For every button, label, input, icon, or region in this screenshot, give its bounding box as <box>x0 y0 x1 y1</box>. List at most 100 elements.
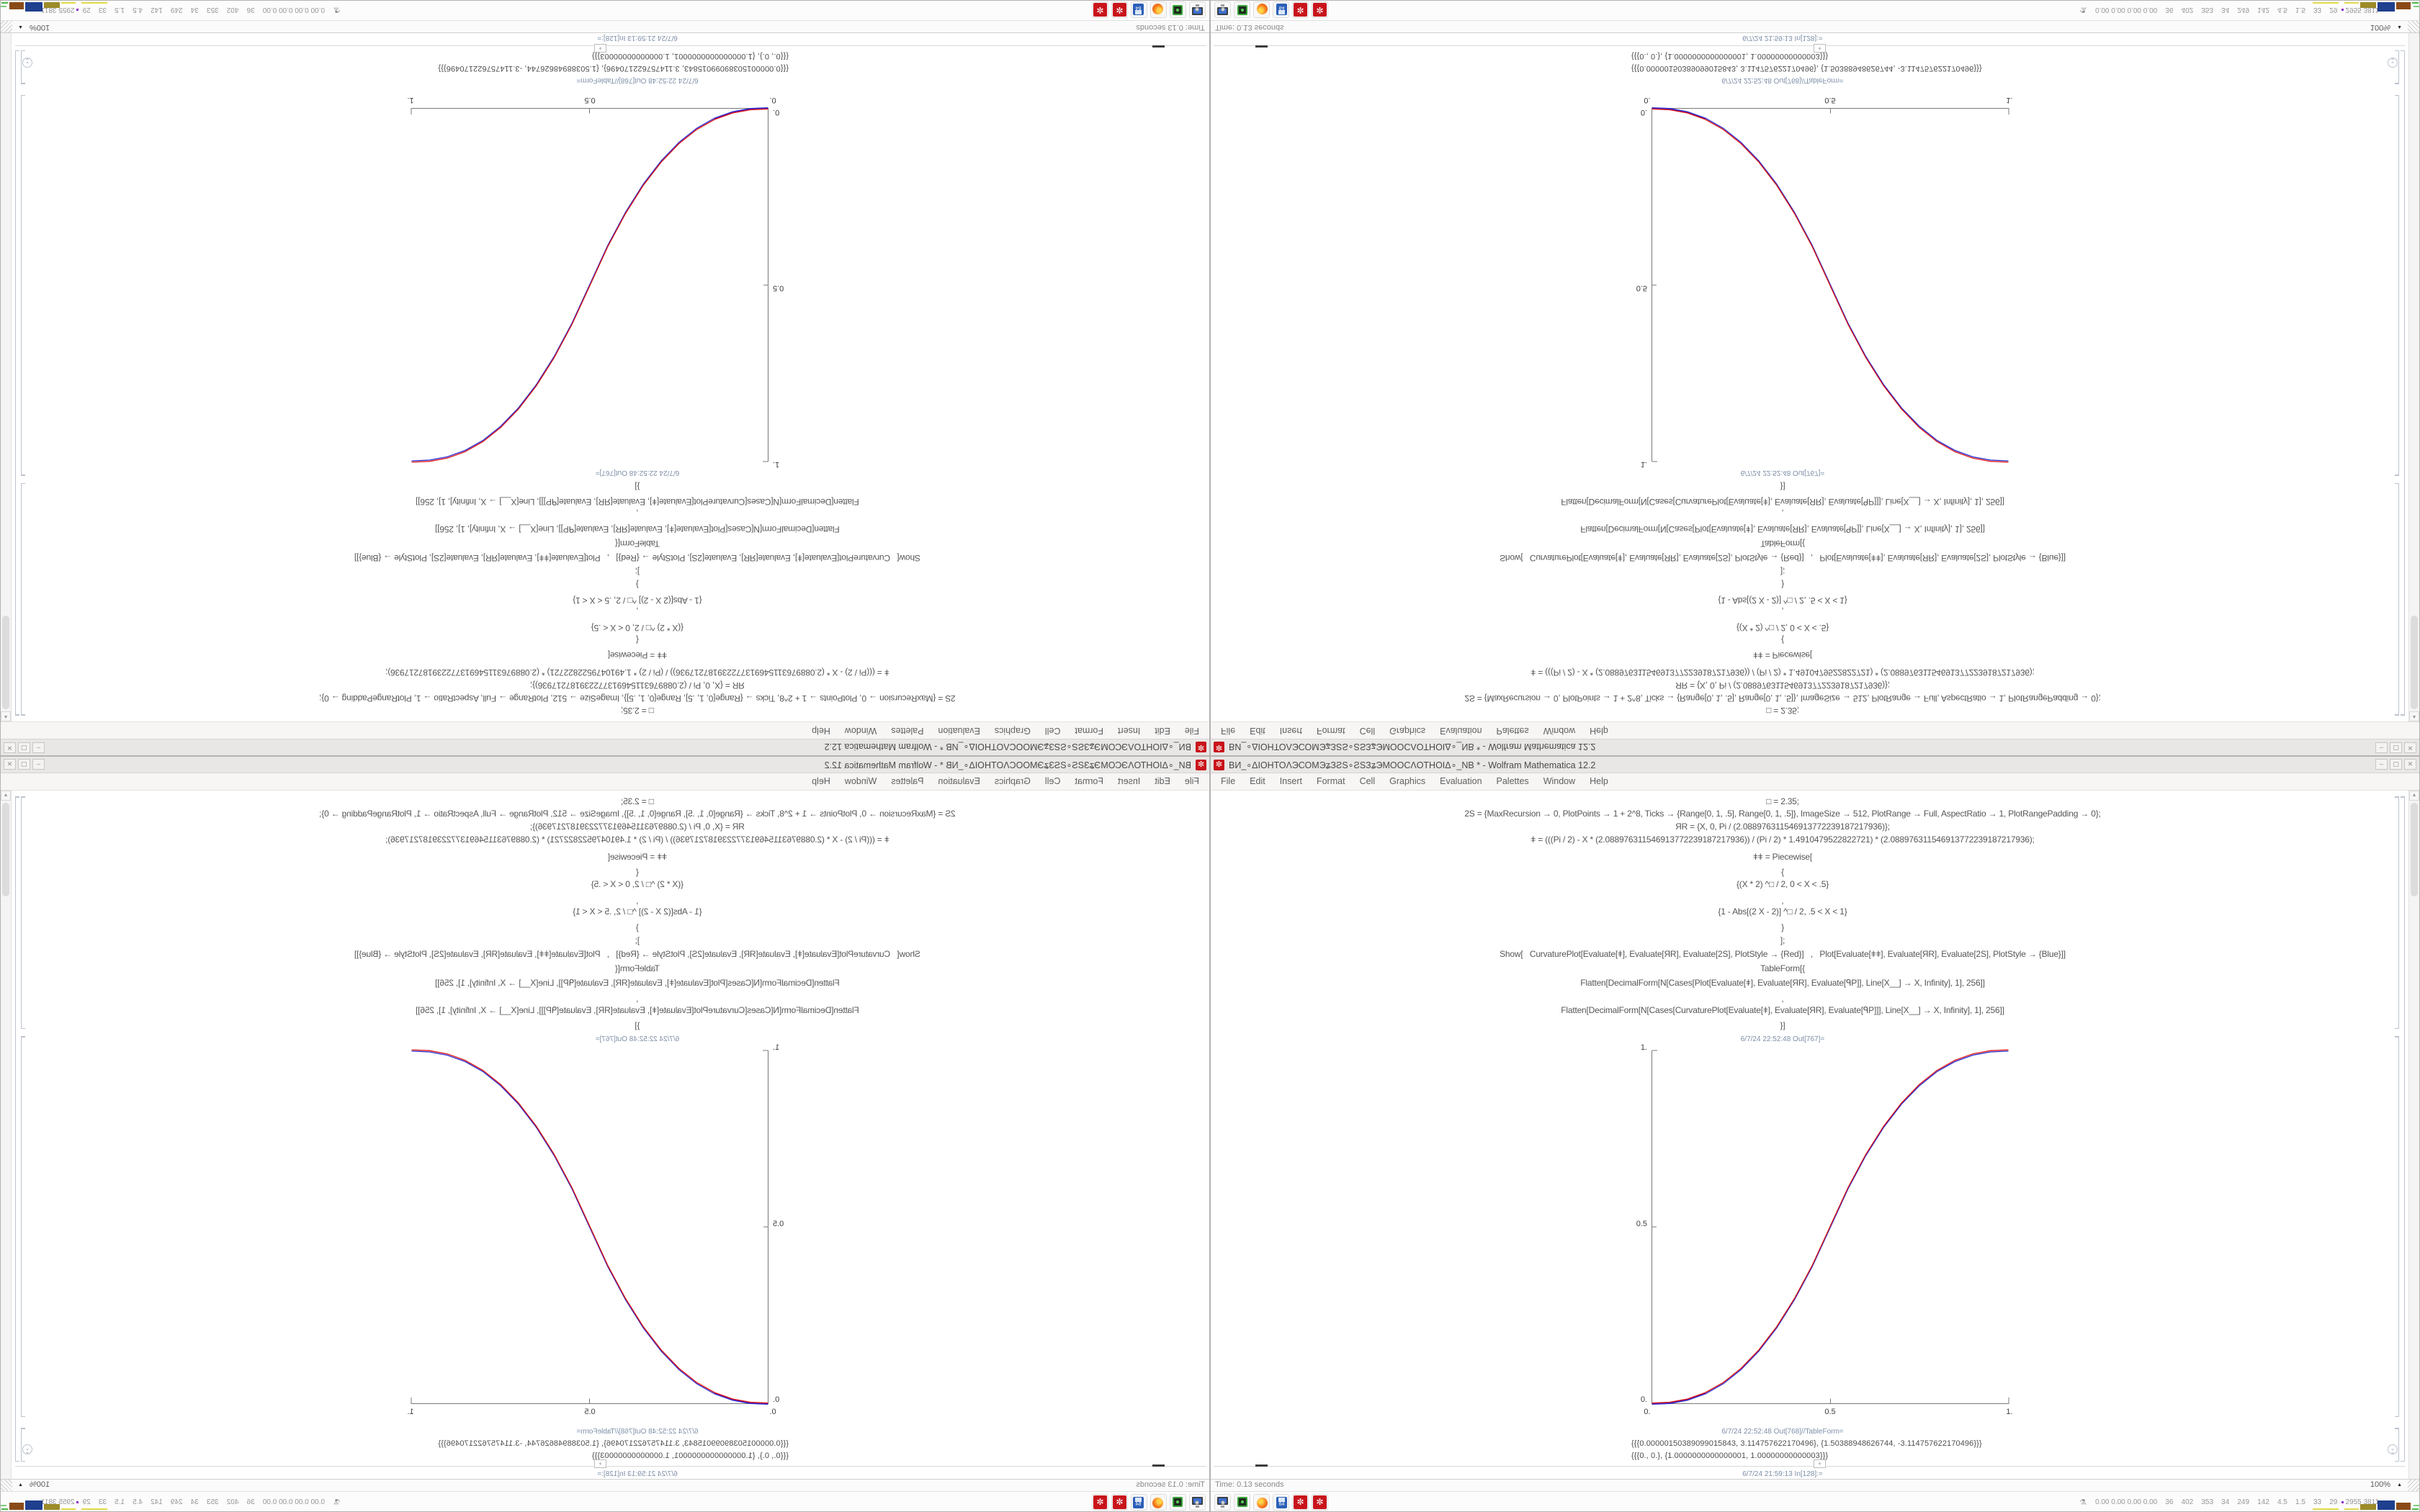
code-line[interactable]: 2S = {MaxRecursion → 0, PlotPoints → 1 +… <box>319 693 956 703</box>
magnification-control[interactable]: 100% <box>2370 1480 2390 1489</box>
menu-cell[interactable]: Cell <box>1359 776 1376 786</box>
code-line[interactable]: }] <box>1780 1020 1785 1030</box>
collapse-group-chevron-icon[interactable]: ⌄ ⌄ <box>22 57 32 68</box>
code-line[interactable]: ]; <box>1780 935 1785 945</box>
code-line[interactable]: , <box>636 896 639 906</box>
cell-bracket-output-plot[interactable] <box>2395 1036 2399 1417</box>
insert-cell-plus-button[interactable]: + <box>594 44 606 53</box>
cell-insertion-line[interactable] <box>15 1466 1206 1467</box>
collapse-group-chevron-icon[interactable]: ⌄ ⌄ <box>22 1444 32 1455</box>
code-line[interactable]: , <box>1781 508 1784 518</box>
code-line[interactable]: } <box>1781 580 1784 590</box>
code-line[interactable]: , <box>1781 606 1784 616</box>
menu-insert[interactable]: Insert <box>1118 776 1141 786</box>
menu-window[interactable]: Window <box>844 776 877 786</box>
collapse-group-chevron-icon[interactable]: ⌄ ⌄ <box>2388 1444 2398 1455</box>
code-line[interactable]: {(X * 2) ^□ / 2, 0 < X < .5} <box>1736 879 1829 889</box>
taskbar-virtualbox-icon[interactable] <box>1170 1494 1186 1511</box>
code-line[interactable]: □ = 2.35; <box>621 706 654 716</box>
code-line[interactable]: Show[ CurvaturePlot[Evaluate[ǂ], Evaluat… <box>354 553 920 563</box>
maximize-button[interactable]: ▢ <box>18 742 30 753</box>
magnification-arrow-icon[interactable]: ▲ <box>2397 24 2402 30</box>
minimize-button[interactable]: – <box>32 759 45 770</box>
magnification-arrow-icon[interactable]: ▲ <box>2397 1482 2402 1488</box>
magnification-arrow-icon[interactable]: ▲ <box>18 24 23 30</box>
menu-cell[interactable]: Cell <box>1359 726 1376 736</box>
code-line[interactable]: ǂ = (((Pi / 2) - X * (2.0889763115469137… <box>385 834 889 845</box>
code-line[interactable]: 2S = {MaxRecursion → 0, PlotPoints → 1 +… <box>1464 809 2101 819</box>
code-line[interactable]: □ = 2.35; <box>1766 706 1799 716</box>
taskbar-mathematica-icon[interactable]: ✼ <box>1111 1494 1128 1511</box>
taskbar-mathematica-icon[interactable]: ✼ <box>1292 1494 1309 1511</box>
code-line[interactable]: Flatten[DecimalForm[N[Cases[CurvaturePlo… <box>1561 497 2004 507</box>
menu-insert[interactable]: Insert <box>1279 726 1302 736</box>
code-line[interactable]: ǂǂ = Piecewise[ <box>607 650 668 660</box>
magnification-control[interactable]: 100% <box>2370 23 2390 32</box>
code-line[interactable]: TableForm[{ <box>1760 539 1805 549</box>
taskbar-monitor-settings-icon[interactable] <box>1214 1 1231 18</box>
minimize-button[interactable]: – <box>32 742 45 753</box>
taskbar-mathematica-icon[interactable]: ✼ <box>1312 1494 1328 1511</box>
scrollbar-thumb[interactable] <box>2 616 9 709</box>
taskbar-monitor-settings-icon[interactable] <box>1189 1494 1206 1511</box>
code-line[interactable]: {1 - Abs[(2 X - 2)] ^□ / 2, .5 < X < 1} <box>1718 906 1847 917</box>
vertical-scrollbar[interactable]: ▲ <box>2408 33 2419 721</box>
cell-bracket-input[interactable] <box>2395 796 2399 1029</box>
taskbar-floppy-64-icon[interactable]: 64 <box>1131 1494 1147 1511</box>
menu-format[interactable]: Format <box>1075 776 1104 786</box>
code-line[interactable]: Flatten[DecimalForm[N[Cases[Plot[Evaluat… <box>435 524 840 534</box>
code-line[interactable]: 2S = {MaxRecursion → 0, PlotPoints → 1 +… <box>1464 693 2101 703</box>
scroll-up-arrow-icon[interactable]: ▲ <box>2409 791 2419 801</box>
taskbar-firefox-icon[interactable] <box>1253 1 1270 18</box>
cell-bracket-output-table[interactable] <box>21 50 24 84</box>
code-line[interactable]: □ = 2.35; <box>1766 796 1799 806</box>
menu-file[interactable]: File <box>1221 726 1236 736</box>
menu-help[interactable]: Help <box>1590 776 1608 786</box>
code-line[interactable]: Flatten[DecimalForm[N[Cases[CurvaturePlo… <box>416 1005 859 1015</box>
cell-bracket-output-table[interactable] <box>2396 50 2399 84</box>
taskbar-virtualbox-icon[interactable] <box>1234 1494 1250 1511</box>
code-line[interactable]: , <box>636 508 639 518</box>
code-line[interactable]: { <box>1781 867 1784 877</box>
taskbar-floppy-64-icon[interactable]: 64 <box>1131 1 1147 18</box>
close-button[interactable]: ✕ <box>2404 759 2416 770</box>
menu-help[interactable]: Help <box>812 776 830 786</box>
code-line[interactable]: Flatten[DecimalForm[N[Cases[Plot[Evaluat… <box>435 978 840 988</box>
cell-bracket-input[interactable] <box>21 796 24 1029</box>
taskbar-mathematica-icon[interactable]: ✼ <box>1292 1 1309 18</box>
menu-format[interactable]: Format <box>1316 726 1345 736</box>
menu-file[interactable]: File <box>1184 776 1199 786</box>
cell-bracket-group[interactable] <box>15 796 19 1462</box>
code-line[interactable]: ǂ = (((Pi / 2) - X * (2.0889763115469137… <box>1531 834 2035 845</box>
menu-evaluation[interactable]: Evaluation <box>1440 776 1482 786</box>
code-line[interactable]: ǂǂ = Piecewise[ <box>1752 852 1813 862</box>
taskbar-mathematica-icon[interactable]: ✼ <box>1092 1 1108 18</box>
code-line[interactable]: , <box>1781 896 1784 906</box>
code-line[interactable]: { <box>636 867 639 877</box>
code-line[interactable]: {1 - Abs[(2 X - 2)] ^□ / 2, .5 < X < 1} <box>1718 595 1847 606</box>
taskbar-mathematica-icon[interactable]: ✼ <box>1111 1 1128 18</box>
cell-bracket-output-plot[interactable] <box>21 95 24 476</box>
taskbar-floppy-64-icon[interactable]: 64 <box>1273 1 1289 18</box>
menu-palettes[interactable]: Palettes <box>1496 726 1529 736</box>
resize-grip[interactable] <box>1 1480 12 1491</box>
close-button[interactable]: ✕ <box>2404 742 2416 753</box>
cell-bracket-output-plot[interactable] <box>2396 95 2399 476</box>
menu-insert[interactable]: Insert <box>1118 726 1141 736</box>
code-line[interactable]: ǂǂ = Piecewise[ <box>607 852 668 862</box>
collapse-group-chevron-icon[interactable]: ⌄ ⌄ <box>2388 57 2398 68</box>
cell-bracket-output-table[interactable] <box>2395 1428 2399 1462</box>
menu-palettes[interactable]: Palettes <box>1496 776 1529 786</box>
scroll-up-arrow-icon[interactable]: ▲ <box>1 791 11 801</box>
scrollbar-thumb[interactable] <box>2 803 9 896</box>
scroll-up-arrow-icon[interactable]: ▲ <box>2409 711 2419 721</box>
taskbar-mathematica-icon[interactable]: ✼ <box>1312 1 1328 18</box>
code-line[interactable]: Show[ CurvaturePlot[Evaluate[ǂ], Evaluat… <box>1500 553 2066 563</box>
code-line[interactable]: { <box>1781 635 1784 645</box>
menu-file[interactable]: File <box>1221 776 1236 786</box>
cell-bracket-input[interactable] <box>2396 483 2399 716</box>
cell-bracket-input[interactable] <box>21 483 24 716</box>
menu-cell[interactable]: Cell <box>1044 726 1061 736</box>
menu-graphics[interactable]: Graphics <box>994 776 1031 786</box>
code-line[interactable]: , <box>636 994 639 1004</box>
